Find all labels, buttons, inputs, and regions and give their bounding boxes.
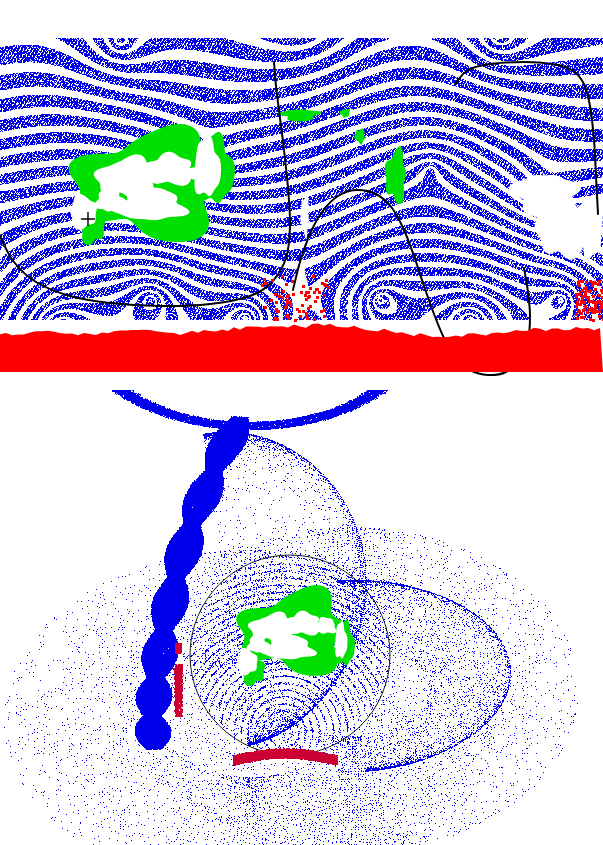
three-d-shell-panel xyxy=(0,390,603,845)
map-projection-canvas xyxy=(0,0,603,380)
three-d-shell-canvas-wrap xyxy=(0,390,603,845)
three-d-shell-canvas xyxy=(0,390,603,845)
map-projection-canvas-wrap xyxy=(0,0,603,380)
map-projection-panel xyxy=(0,0,603,380)
